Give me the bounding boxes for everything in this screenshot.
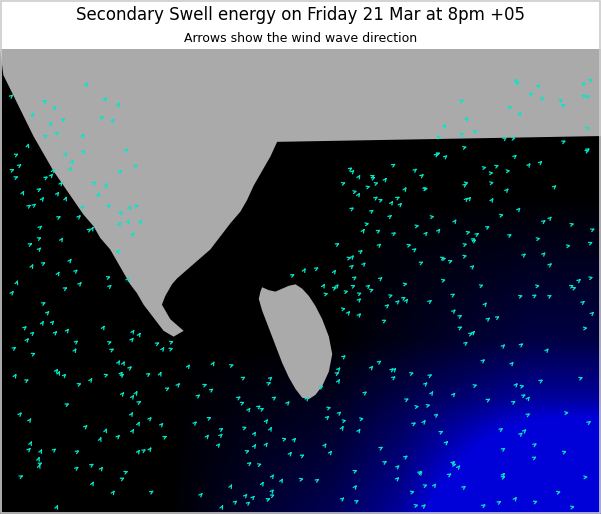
Polygon shape xyxy=(0,49,601,337)
Polygon shape xyxy=(259,284,332,399)
Text: Arrows show the wind wave direction: Arrows show the wind wave direction xyxy=(184,31,417,45)
Text: Secondary Swell energy on Friday 21 Mar at 8pm +05: Secondary Swell energy on Friday 21 Mar … xyxy=(76,6,525,24)
